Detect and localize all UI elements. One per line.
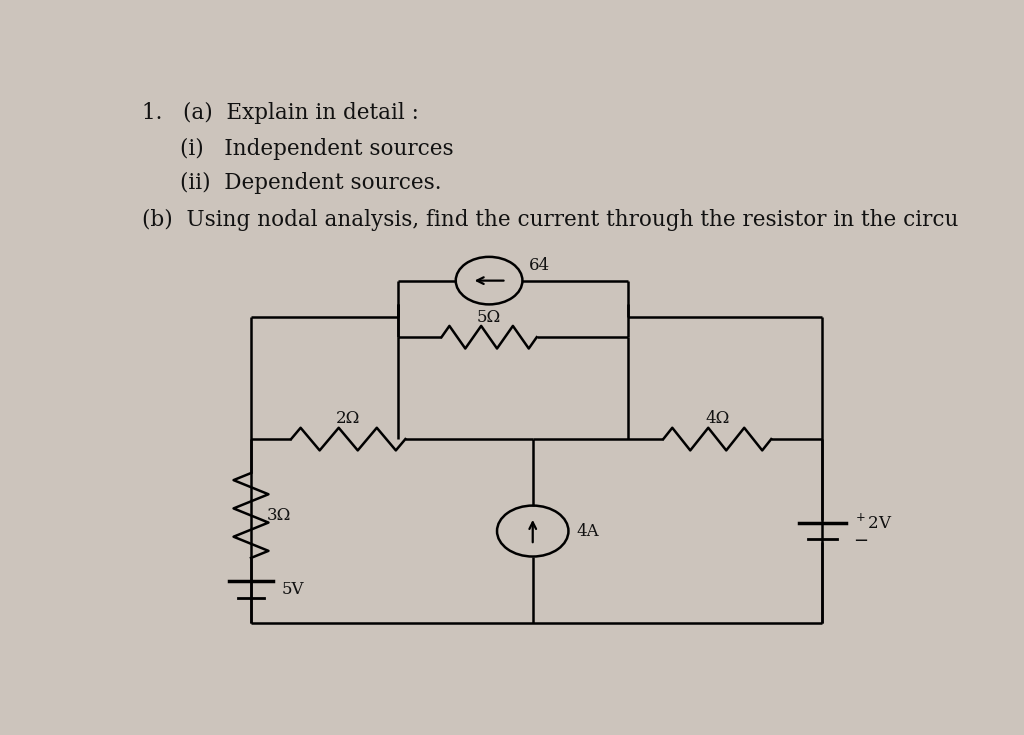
Text: 5Ω: 5Ω [477, 309, 501, 326]
Text: $-$: $-$ [853, 530, 867, 548]
Text: 3Ω: 3Ω [267, 507, 291, 524]
Text: (b)  Using nodal analysis, find the current through the resistor in the circu: (b) Using nodal analysis, find the curre… [142, 209, 958, 231]
Text: 64: 64 [528, 257, 550, 274]
Text: 5V: 5V [282, 581, 304, 598]
Text: 2Ω: 2Ω [336, 409, 360, 426]
Text: $^+$2V: $^+$2V [853, 514, 892, 533]
Text: 1.   (a)  Explain in detail :: 1. (a) Explain in detail : [142, 102, 419, 124]
Text: 4A: 4A [577, 523, 599, 539]
Text: (i)   Independent sources: (i) Independent sources [179, 138, 454, 160]
Text: (ii)  Dependent sources.: (ii) Dependent sources. [179, 172, 441, 194]
Text: 4Ω: 4Ω [706, 409, 729, 426]
